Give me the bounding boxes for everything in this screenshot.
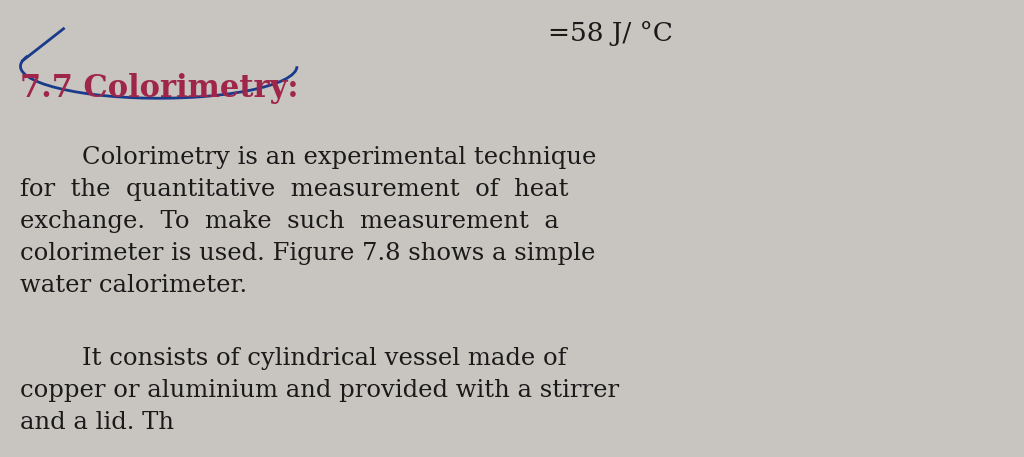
- Text: 7.7 Colorimetry:: 7.7 Colorimetry:: [20, 73, 299, 104]
- Text: =58 J/ °C: =58 J/ °C: [548, 21, 673, 46]
- Text: It consists of cylindrical vessel made of
copper or aluminium and provided with : It consists of cylindrical vessel made o…: [20, 347, 620, 434]
- Text: Colorimetry is an experimental technique
for  the  quantitative  measurement  of: Colorimetry is an experimental technique…: [20, 146, 597, 297]
